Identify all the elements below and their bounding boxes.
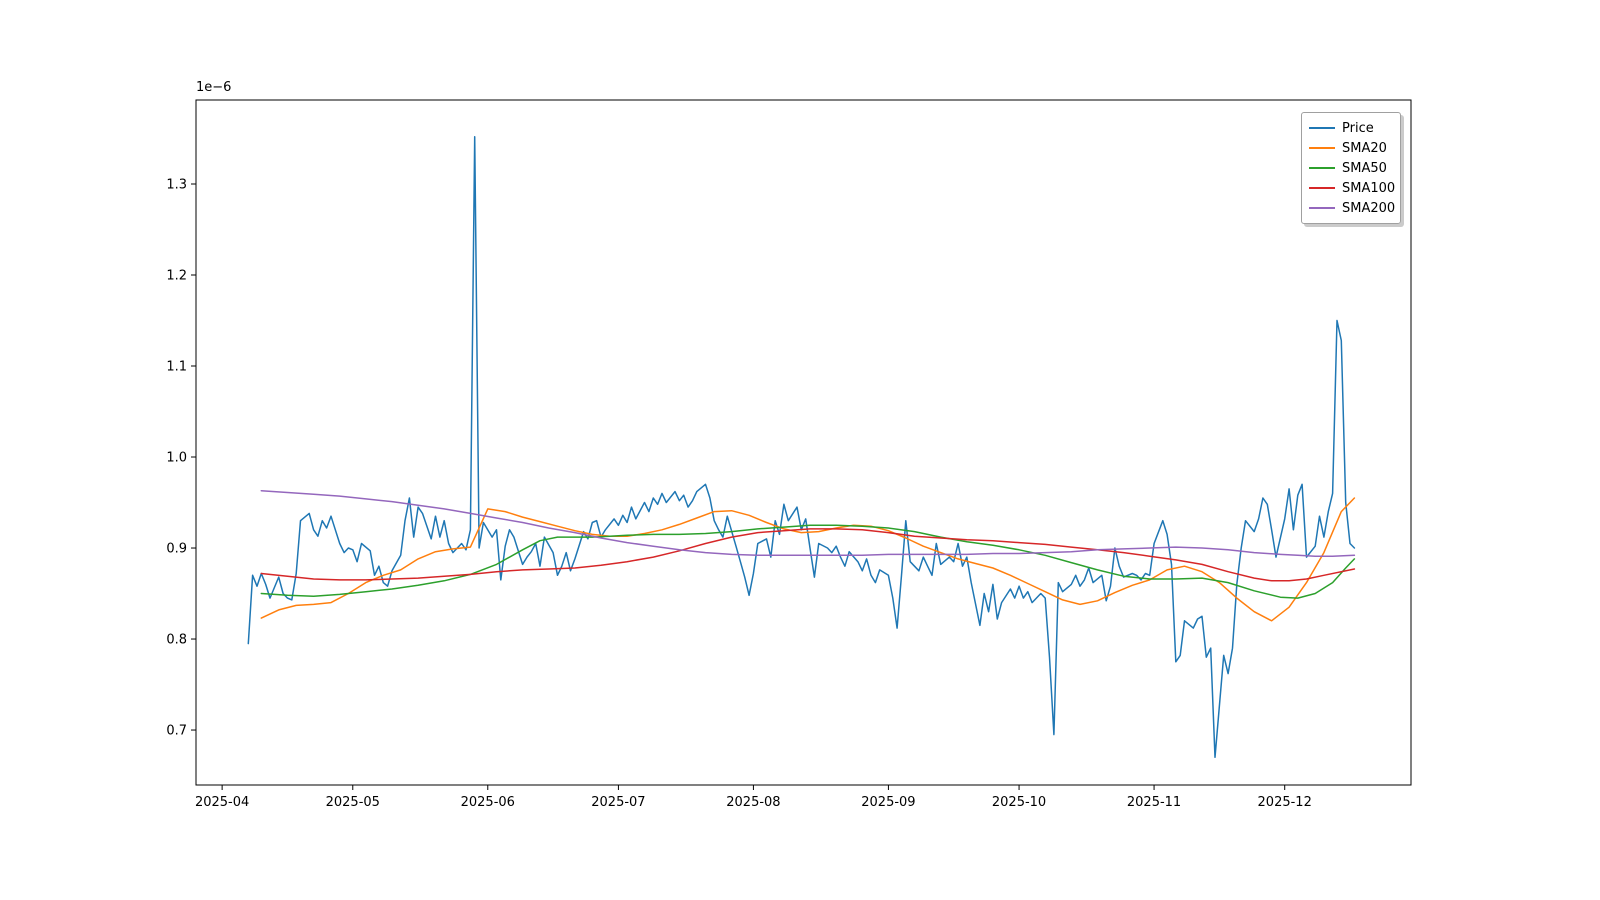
x-tick-label: 2025-05 <box>326 795 380 810</box>
y-tick-label: 1.2 <box>166 269 187 284</box>
series-line-sma50 <box>260 524 1356 599</box>
series-line-sma200 <box>260 489 1356 557</box>
x-tick-label: 2025-06 <box>461 795 515 810</box>
y-tick-label: 1.1 <box>166 360 187 375</box>
plot-frame <box>195 99 1412 786</box>
series-line-price <box>247 135 1356 759</box>
y-axis-offset-label: 1e−6 <box>196 80 231 95</box>
legend-label-sma100: SMA100 <box>1342 180 1396 196</box>
sma200-line-swatch <box>1309 207 1335 209</box>
sma100-line-swatch <box>1309 187 1335 189</box>
y-tick-label: 0.7 <box>166 724 187 739</box>
legend-entry-sma50: SMA50 <box>1309 158 1392 178</box>
y-tick-label: 1.0 <box>166 451 187 466</box>
y-tick-label: 0.8 <box>166 633 187 648</box>
x-tick-label: 2025-09 <box>861 795 915 810</box>
sma50-line-swatch <box>1309 167 1335 169</box>
x-tick-label: 2025-07 <box>591 795 645 810</box>
legend-label-sma200: SMA200 <box>1342 200 1396 216</box>
sma20-line-swatch <box>1309 147 1335 149</box>
y-tick-label: 1.3 <box>166 177 187 192</box>
legend-label-sma50: SMA50 <box>1342 160 1387 176</box>
x-tick-label: 2025-11 <box>1127 795 1181 810</box>
price-line-swatch <box>1309 127 1335 129</box>
legend-label-sma20: SMA20 <box>1342 140 1387 156</box>
legend: Price SMA20 SMA50 SMA100 SMA200 <box>1301 112 1401 224</box>
x-tick-label: 2025-04 <box>195 795 249 810</box>
legend-entry-sma100: SMA100 <box>1309 178 1396 198</box>
legend-label-price: Price <box>1342 120 1374 136</box>
y-tick-label: 0.9 <box>166 542 187 557</box>
x-tick-label: 2025-08 <box>726 795 780 810</box>
x-tick-label: 2025-12 <box>1258 795 1312 810</box>
series-line-sma100 <box>260 528 1356 582</box>
legend-entry-price: Price <box>1309 118 1392 138</box>
legend-entry-sma200: SMA200 <box>1309 198 1396 218</box>
legend-entry-sma20: SMA20 <box>1309 138 1392 158</box>
x-tick-label: 2025-10 <box>992 795 1046 810</box>
series-line-sma20 <box>260 497 1356 622</box>
